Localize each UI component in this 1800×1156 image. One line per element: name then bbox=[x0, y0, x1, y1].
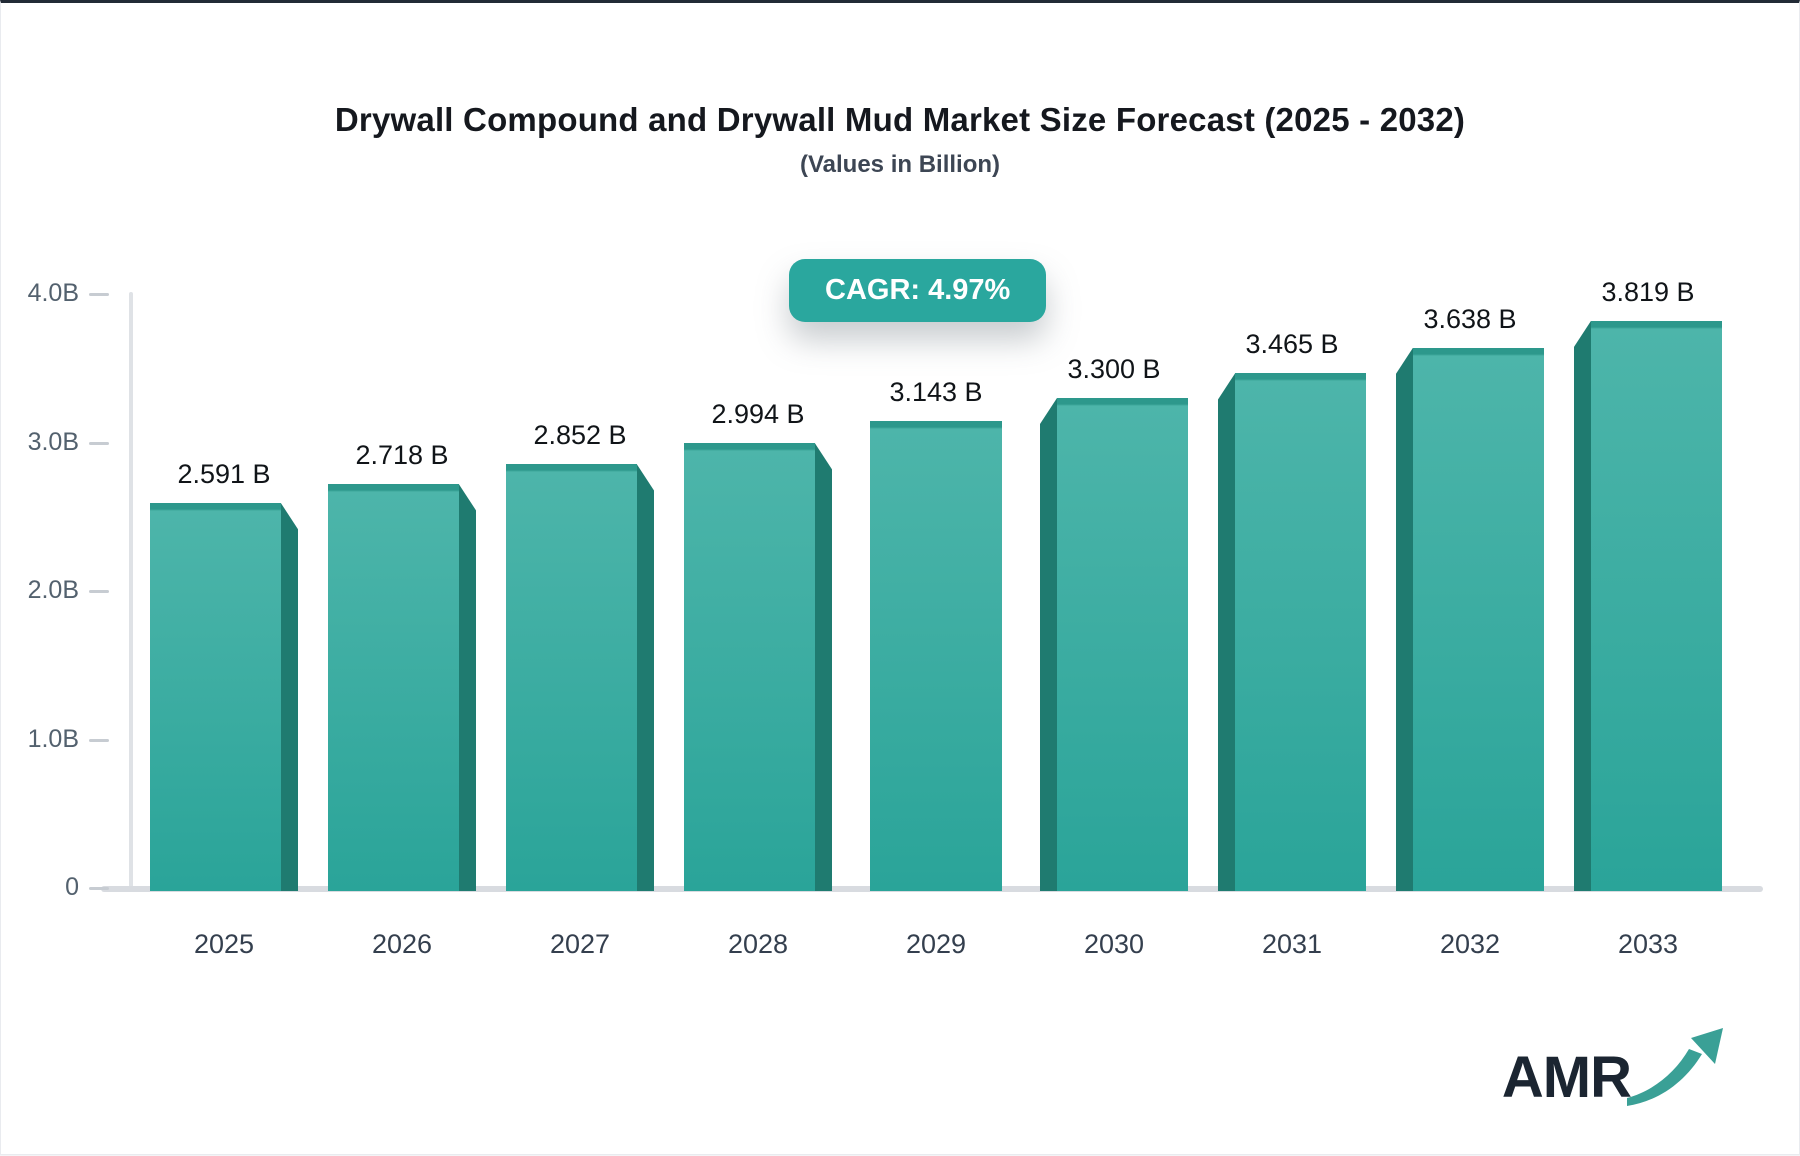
bar bbox=[1591, 320, 1722, 891]
x-axis-label: 2027 bbox=[549, 929, 611, 959]
y-axis-line bbox=[129, 292, 133, 891]
y-tick-mark bbox=[89, 887, 109, 890]
cagr-badge: CAGR: 4.97% bbox=[789, 259, 1047, 322]
bar-3d-side bbox=[281, 503, 298, 891]
chart-subtitle: (Values in Billion) bbox=[799, 151, 1001, 178]
bar-value-label: 2.591 B bbox=[177, 459, 271, 490]
bar bbox=[1235, 373, 1366, 891]
bar-3d-side bbox=[637, 464, 654, 891]
bar-value-label: 2.994 B bbox=[711, 399, 805, 430]
y-tick-label: 0 bbox=[65, 873, 79, 901]
y-tick-mark bbox=[89, 590, 109, 593]
bar-value-label: 3.300 B bbox=[1067, 353, 1161, 384]
bar-3d-side bbox=[1218, 373, 1235, 891]
bar-3d-side bbox=[1040, 397, 1057, 891]
x-axis-label: 2028 bbox=[727, 929, 789, 959]
amr-logo: AMR bbox=[1501, 1028, 1727, 1116]
y-tick-label: 2.0B bbox=[27, 576, 79, 604]
growth-arrow-icon bbox=[1627, 1028, 1723, 1106]
y-tick-label: 3.0B bbox=[27, 427, 79, 456]
amr-logo-text: AMR bbox=[1501, 1044, 1632, 1110]
y-tick-label: 1.0B bbox=[27, 724, 79, 753]
y-tick-label: 4.0B bbox=[27, 279, 79, 307]
y-tick-mark bbox=[89, 441, 109, 445]
y-tick-mark bbox=[89, 738, 109, 742]
bar bbox=[870, 421, 1002, 891]
x-axis-label: 2033 bbox=[1617, 929, 1679, 959]
bar-value-label: 3.143 B bbox=[889, 377, 983, 408]
bar bbox=[328, 484, 459, 891]
bar-value-label: 2.852 B bbox=[533, 420, 627, 451]
bar bbox=[684, 443, 815, 891]
x-axis-label: 2025 bbox=[193, 929, 255, 959]
bar-3d-side bbox=[815, 443, 832, 891]
bar-3d-side bbox=[459, 484, 476, 891]
x-axis-label: 2029 bbox=[905, 929, 967, 959]
x-axis-label: 2026 bbox=[371, 929, 433, 959]
bar bbox=[1413, 347, 1544, 891]
bar bbox=[1057, 397, 1188, 891]
bar bbox=[150, 503, 281, 891]
x-axis-label: 2032 bbox=[1439, 929, 1501, 959]
x-axis-label: 2030 bbox=[1083, 929, 1145, 959]
x-axis-label: 2031 bbox=[1261, 929, 1323, 959]
bar-value-label: 3.638 B bbox=[1423, 303, 1517, 334]
bar-chart: 4.0B 3.0B 2.0B 1.0B 0 2.591 B 2025 2.718 B 2026 2… bbox=[1, 3, 1799, 1154]
bar-value-label: 3.465 B bbox=[1245, 329, 1339, 360]
bar-value-label: 3.819 B bbox=[1601, 276, 1695, 307]
bar bbox=[506, 464, 637, 891]
bar-3d-side bbox=[1396, 347, 1413, 891]
bar-value-label: 2.718 B bbox=[355, 440, 449, 471]
bar-3d-side bbox=[1574, 320, 1591, 891]
chart-title: Drywall Compound and Drywall Mud Market … bbox=[334, 101, 1466, 138]
y-tick-mark bbox=[89, 293, 109, 296]
